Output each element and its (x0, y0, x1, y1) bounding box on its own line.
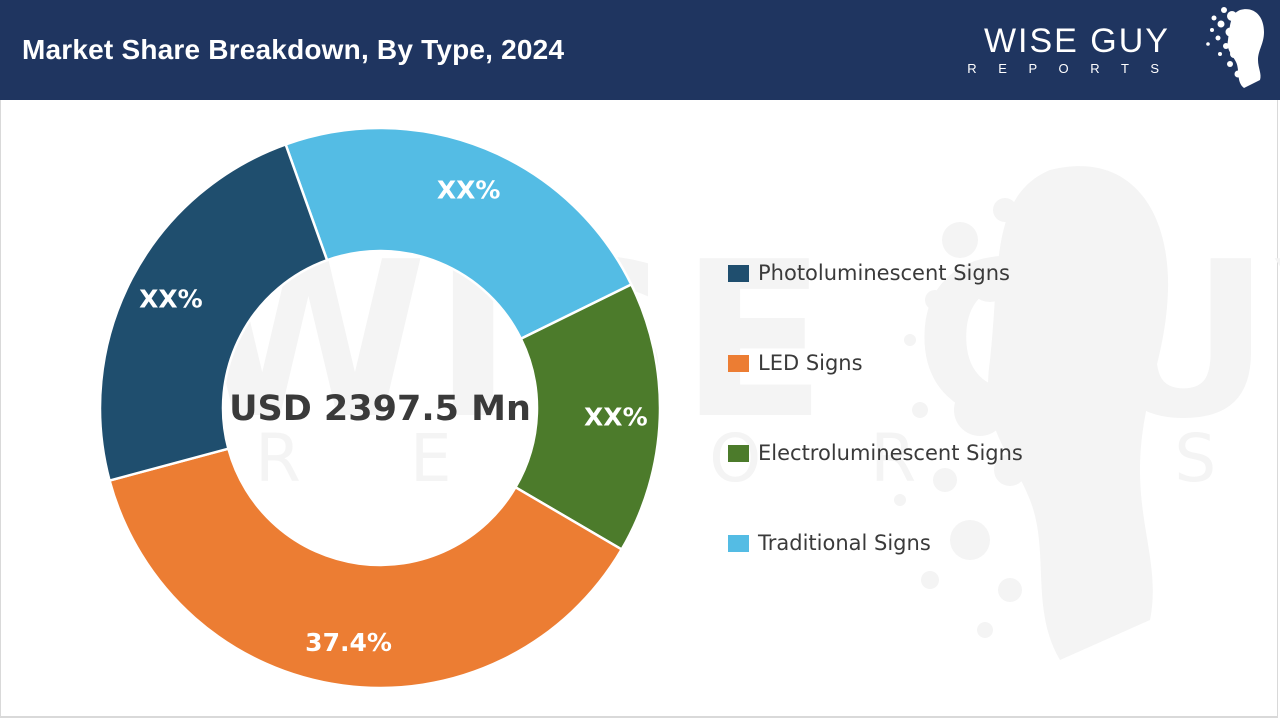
legend-swatch-icon (728, 354, 749, 372)
donut-segment (284, 126, 633, 340)
brand-logo-line1: WISE GUY (983, 22, 1170, 60)
legend-swatch-icon (728, 534, 749, 552)
legend-item: Electroluminescent Signs (728, 439, 1023, 467)
legend-label: LED Signs (758, 351, 863, 375)
legend-item: Traditional Signs (728, 529, 1023, 557)
content-frame (0, 100, 1278, 718)
legend-label: Electroluminescent Signs (758, 441, 1023, 465)
watermark-face-dots-icon (840, 150, 1180, 674)
donut-center-value: USD 2397.5 Mn (229, 389, 531, 429)
header-bar: Market Share Breakdown, By Type, 2024 WI… (0, 0, 1280, 100)
brand-logo-text: WISE GUY R E P O R T S (967, 24, 1170, 76)
donut-segment (108, 447, 623, 690)
legend-swatch-icon (728, 444, 749, 462)
donut-segment (98, 143, 329, 482)
brand-logo-line2: R E P O R T S (967, 61, 1168, 76)
brand-logo: WISE GUY R E P O R T S (967, 4, 1266, 96)
legend-label: Traditional Signs (758, 531, 931, 555)
donut-segment (514, 283, 662, 551)
chart-legend: Photoluminescent Signs LED Signs Electrolu… (728, 259, 1023, 619)
donut-chart: XX% XX% 37.4% XX% USD 2397.5 Mn (98, 126, 662, 690)
segment-percentage-label: XX% (437, 175, 501, 204)
logo-face-dots-icon (1174, 4, 1266, 96)
segment-percentage-label: 37.4% (305, 628, 392, 657)
segment-percentage-label: XX% (584, 403, 648, 432)
legend-item: Photoluminescent Signs (728, 259, 1023, 287)
legend-label: Photoluminescent Signs (758, 261, 1010, 285)
legend-swatch-icon (728, 264, 749, 282)
page-title: Market Share Breakdown, By Type, 2024 (22, 34, 565, 65)
segment-percentage-label: XX% (139, 285, 203, 314)
legend-item: LED Signs (728, 349, 1023, 377)
